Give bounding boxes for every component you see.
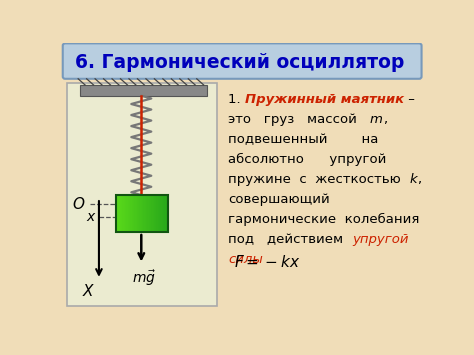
Text: ,: , [383,113,387,126]
Polygon shape [151,195,153,232]
FancyBboxPatch shape [63,43,421,79]
Text: силы: силы [0,354,1,355]
Polygon shape [122,195,124,232]
Bar [116,195,168,232]
Text: пружине  с  жесткостью: пружине с жесткостью [228,173,410,186]
Polygon shape [146,195,147,232]
Polygon shape [145,195,146,232]
Text: x: x [86,209,94,224]
Text: O: O [73,197,84,212]
Polygon shape [156,195,158,232]
Polygon shape [167,195,168,232]
Text: это   груз   массой: это груз массой [228,113,370,126]
Polygon shape [136,195,137,232]
Polygon shape [120,195,121,232]
Polygon shape [132,195,133,232]
Polygon shape [124,195,125,232]
Polygon shape [164,195,165,232]
Text: –: – [404,93,415,106]
Text: Пружинный маятник: Пружинный маятник [245,93,404,106]
Polygon shape [121,195,122,232]
Polygon shape [153,195,154,232]
Text: силы: силы [228,253,263,266]
Polygon shape [155,195,156,232]
Text: совершающий: совершающий [228,193,330,206]
Text: $m\vec{g}$: $m\vec{g}$ [132,268,155,288]
Polygon shape [162,195,163,232]
Polygon shape [141,195,142,232]
Bar [66,83,217,306]
Text: ,: , [417,173,421,186]
Polygon shape [142,195,143,232]
Polygon shape [149,195,150,232]
Polygon shape [143,195,145,232]
Text: абсолютно      упругой: абсолютно упругой [228,153,387,166]
Polygon shape [125,195,127,232]
Polygon shape [137,195,138,232]
Text: m: m [370,113,383,126]
Text: 1.: 1. [228,93,245,106]
Polygon shape [127,195,128,232]
Text: гармонические  колебания: гармонические колебания [228,213,419,226]
Text: X: X [83,284,93,299]
Polygon shape [160,195,162,232]
Polygon shape [118,195,120,232]
Polygon shape [159,195,160,232]
Polygon shape [116,195,117,232]
Polygon shape [128,195,129,232]
Polygon shape [130,195,132,232]
Polygon shape [165,195,167,232]
Text: $F = -kx$: $F = -kx$ [234,254,300,271]
Polygon shape [139,195,141,232]
Text: 6. Гармонический осциллятор: 6. Гармонический осциллятор [75,53,404,72]
Text: подвешенный        на: подвешенный на [228,133,379,146]
Polygon shape [154,195,155,232]
Polygon shape [117,195,118,232]
Polygon shape [158,195,159,232]
Text: упругой: упругой [352,233,409,246]
Text: под   действием: под действием [228,233,352,246]
Polygon shape [163,195,164,232]
Polygon shape [133,195,134,232]
Polygon shape [134,195,136,232]
Bar [80,85,207,96]
Text: k: k [410,173,417,186]
Polygon shape [147,195,149,232]
Polygon shape [129,195,130,232]
Polygon shape [138,195,139,232]
Polygon shape [150,195,151,232]
